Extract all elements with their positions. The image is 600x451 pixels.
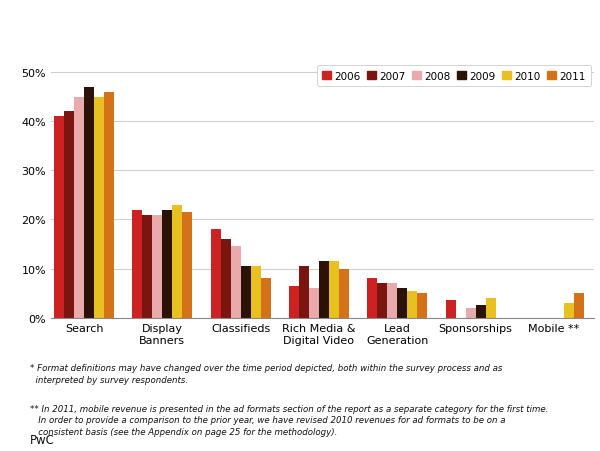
Bar — [418, 294, 427, 318]
Bar — [54, 117, 64, 318]
Bar — [172, 205, 182, 318]
Bar — [221, 239, 230, 318]
Bar — [564, 303, 574, 318]
Bar — [84, 87, 94, 318]
Bar — [574, 294, 584, 318]
Legend: 2006, 2007, 2008, 2009, 2010, 2011: 2006, 2007, 2008, 2009, 2010, 2011 — [317, 66, 591, 87]
Bar — [211, 230, 221, 318]
Bar — [339, 269, 349, 318]
Bar — [261, 279, 271, 318]
Bar — [367, 279, 377, 318]
Text: ** In 2011, mobile revenue is presented in the ad formats section of the report : ** In 2011, mobile revenue is presented … — [30, 404, 548, 436]
Bar — [104, 92, 114, 318]
Bar — [466, 308, 476, 318]
Bar — [309, 289, 319, 318]
Bar — [387, 284, 397, 318]
Bar — [476, 306, 485, 318]
Bar — [251, 267, 261, 318]
Bar — [142, 215, 152, 318]
Bar — [299, 267, 309, 318]
Bar — [133, 210, 142, 318]
Text: Advertising Format Share (% of Total Revenue): Advertising Format Share (% of Total Rev… — [7, 24, 484, 41]
Bar — [319, 262, 329, 318]
Bar — [230, 247, 241, 318]
Bar — [182, 212, 193, 318]
Bar — [163, 210, 172, 318]
Bar — [377, 284, 387, 318]
Bar — [289, 286, 299, 318]
Bar — [64, 112, 74, 318]
Bar — [407, 291, 418, 318]
Bar — [485, 299, 496, 318]
Bar — [397, 289, 407, 318]
Bar — [446, 301, 455, 318]
Text: PwC: PwC — [30, 433, 55, 446]
Text: * Format definitions may have changed over the time period depicted, both within: * Format definitions may have changed ov… — [30, 363, 502, 384]
Bar — [329, 262, 339, 318]
Bar — [241, 267, 251, 318]
Bar — [74, 97, 84, 318]
Bar — [152, 215, 163, 318]
Bar — [94, 97, 104, 318]
